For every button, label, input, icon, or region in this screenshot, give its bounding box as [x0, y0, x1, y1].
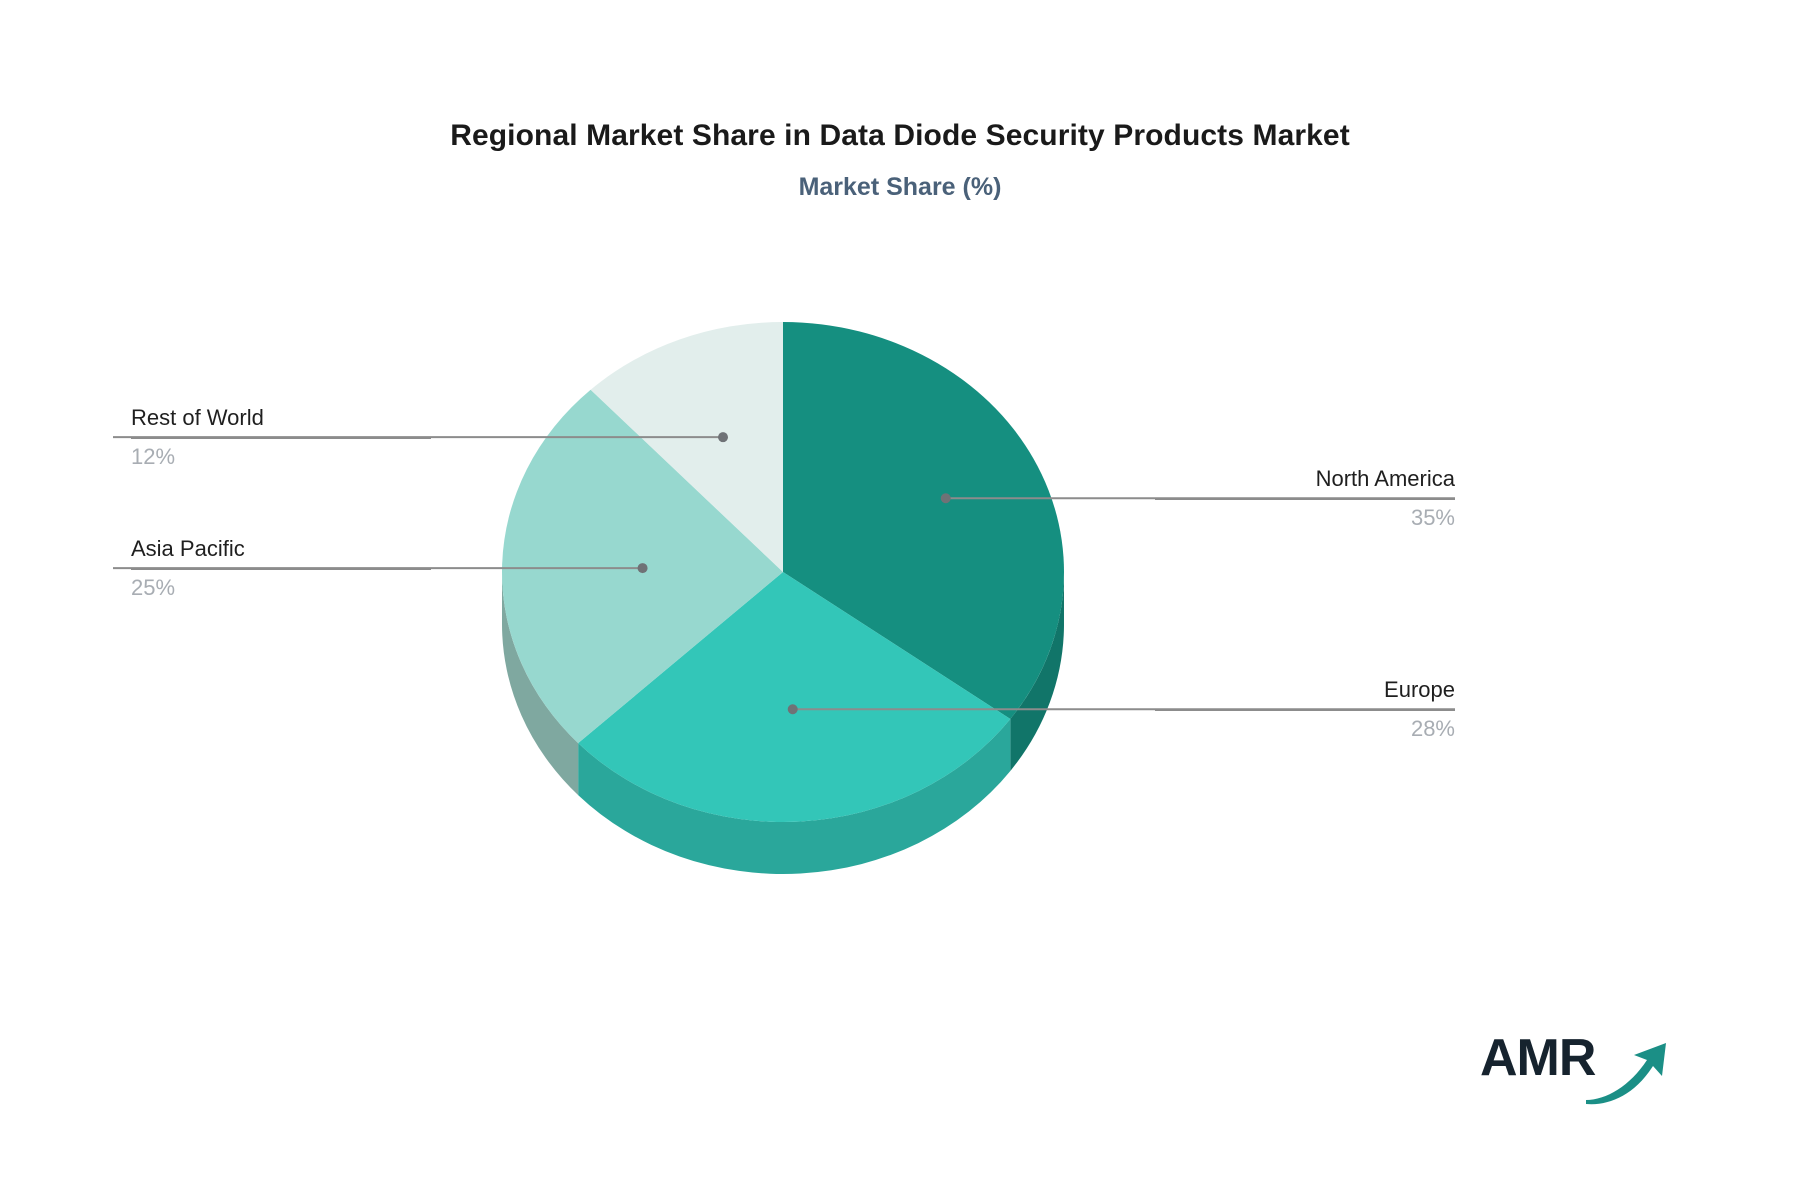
pie-slice-europe[interactable] — [578, 572, 1011, 822]
callout-label-rest-of-world: Rest of World — [131, 405, 264, 431]
callout-value-north-america: 35% — [1410, 504, 1455, 530]
leader-dot-europe — [787, 704, 798, 715]
amr-logo-text: AMR — [1480, 1029, 1596, 1087]
callout-asia-pacific: Asia Pacific 25% — [131, 535, 431, 601]
pie-slice-rest-of-world[interactable] — [590, 322, 783, 572]
leader-dot-rest-of-world — [718, 432, 729, 443]
callout-europe: Europe 28% — [1155, 676, 1455, 742]
callout-value-rest-of-world: 12% — [131, 443, 176, 469]
growth-arrow-icon — [1586, 1043, 1666, 1105]
pie-slice-asia-pacific[interactable] — [502, 389, 783, 744]
callout-rule-rest-of-world — [131, 436, 431, 439]
chart-title: Regional Market Share in Data Diode Secu… — [450, 119, 1350, 152]
callout-rule-europe — [1155, 708, 1455, 711]
callout-rest-of-world: Rest of World 12% — [131, 404, 431, 470]
leader-dot-asia-pacific — [637, 563, 648, 574]
pie-side-asia-pacific — [502, 570, 579, 796]
pie-side-walls — [502, 570, 1064, 875]
callout-label-europe: Europe — [1384, 677, 1455, 703]
callout-value-europe: 28% — [1410, 715, 1455, 741]
callout-north-america: North America 35% — [1155, 465, 1455, 531]
leader-dot-north-america — [940, 493, 951, 504]
pie-slice-north-america[interactable] — [783, 322, 1064, 719]
callout-label-north-america: North America — [1315, 466, 1455, 492]
callout-rule-asia-pacific — [131, 567, 431, 570]
callout-label-asia-pacific: Asia Pacific — [131, 536, 245, 562]
pie-top-faces — [502, 322, 1064, 822]
callout-value-asia-pacific: 25% — [131, 574, 176, 600]
callout-rule-north-america — [1155, 497, 1455, 500]
chart-subtitle: Market Share (%) — [798, 173, 1002, 201]
pie-side-north-america — [1010, 574, 1064, 771]
pie-side-europe — [578, 718, 1011, 875]
amr-logo: AMR — [1480, 1030, 1670, 1106]
title-block: Regional Market Share in Data Diode Secu… — [0, 118, 1800, 202]
